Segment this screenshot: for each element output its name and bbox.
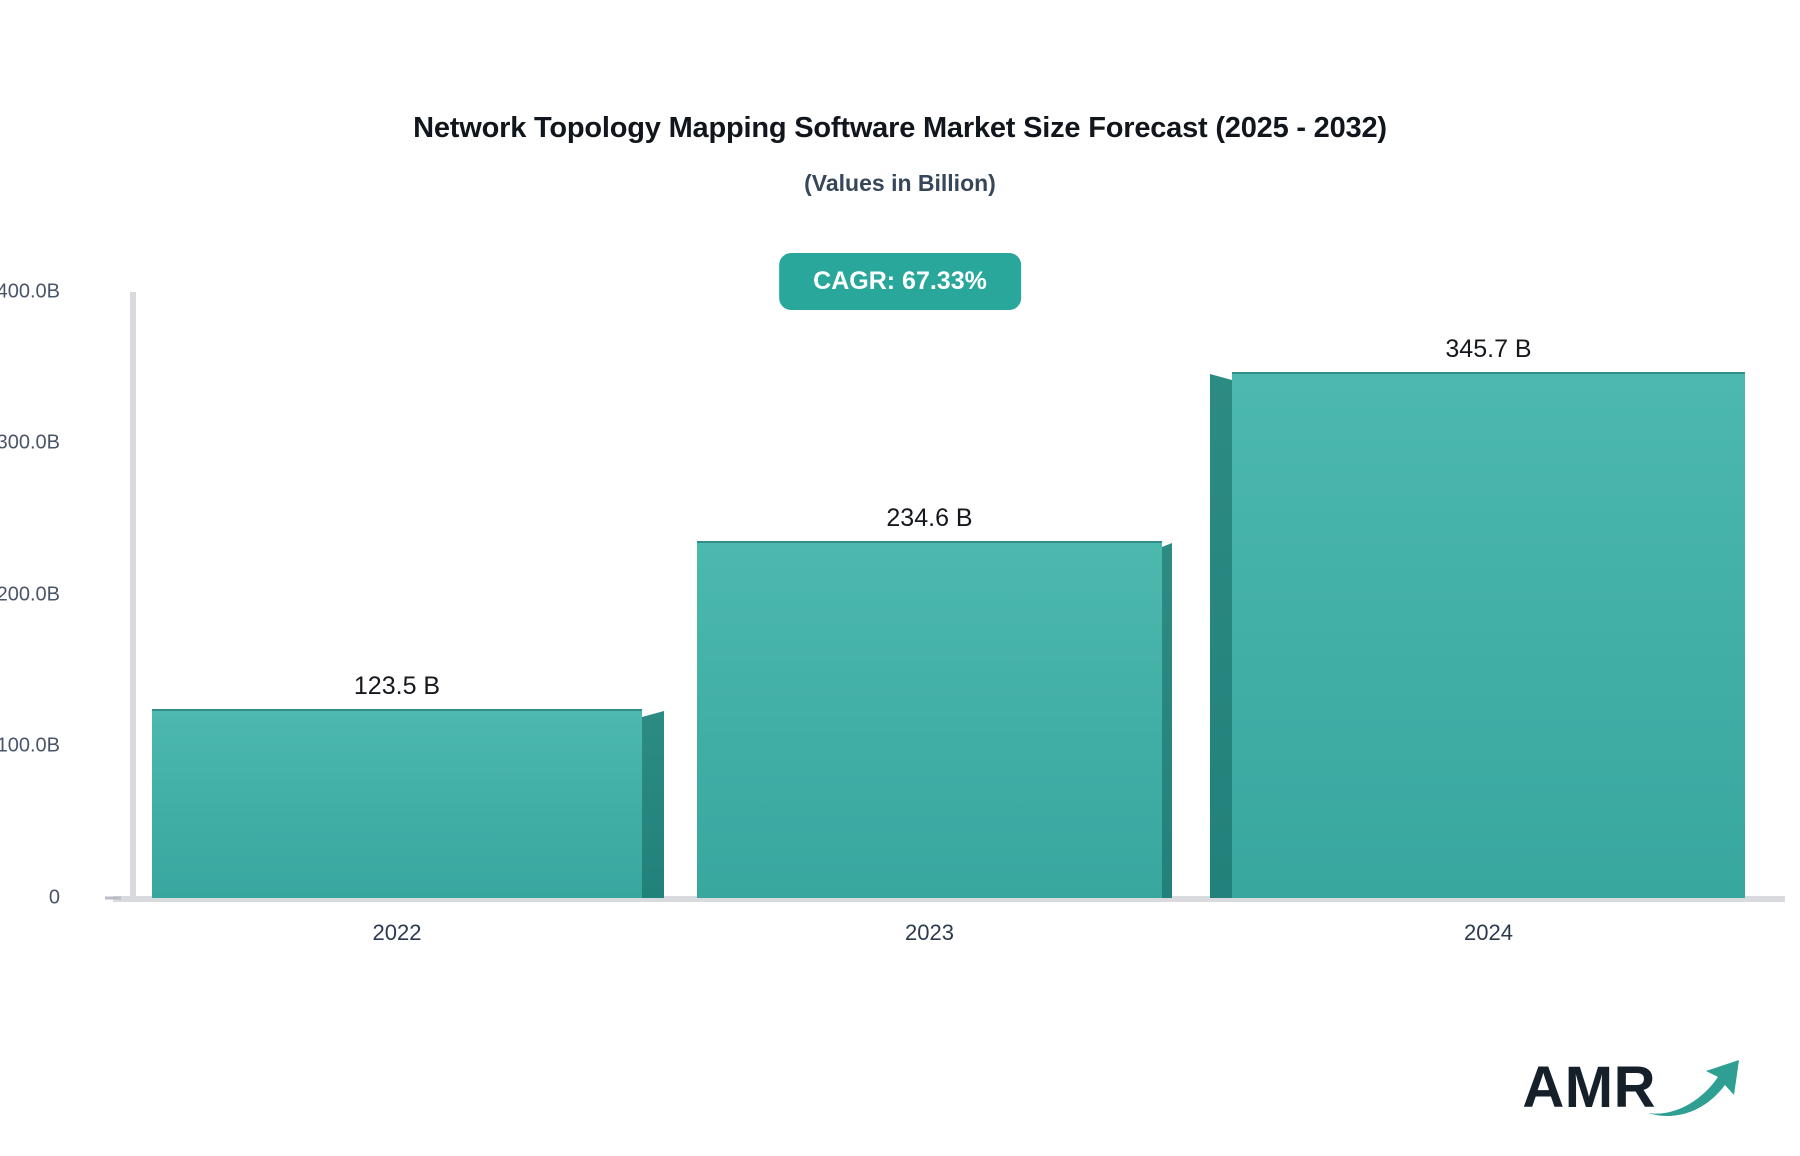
bar-2022[interactable] [152,709,642,898]
y-tick-dash-0 [105,896,121,900]
x-axis-label-2022: 2022 [372,920,422,945]
bar-group-2023: 234.6 B 2023 [697,0,1172,1156]
growth-arrow-icon [1646,1057,1742,1124]
chart-subtitle: (Values in Billion) [804,170,996,196]
bar-value-label-2024: 345.7 B [1445,335,1532,363]
amr-logo: AMR [1522,1051,1742,1124]
bar-2023[interactable] [697,541,1162,898]
bar-value-label-2023: 234.6 B [886,504,973,532]
y-axis-line [130,292,136,898]
x-axis-line [113,896,1785,902]
cagr-badge: CAGR: 67.33% [779,253,1021,310]
bar-2024-side-face [1210,374,1232,898]
bar-2022-side-face [642,711,664,898]
y-tick-label-0: 0 [48,886,60,909]
chart-title: Network Topology Mapping Software Market… [413,112,1387,144]
bar-2024[interactable] [1232,372,1745,898]
x-axis-label-2023: 2023 [905,920,954,945]
y-tick-label-300: 300.0B [0,431,60,454]
bar-2023-side-face [1162,543,1172,898]
x-axis-label-2024: 2024 [1464,920,1513,945]
bar-group-2022: 123.5 B 2022 [152,0,664,1156]
y-tick-label-200: 200.0B [0,583,60,606]
bar-group-2024: 345.7 B 2024 [1210,0,1745,1156]
y-tick-label-400: 400.0B [0,280,60,303]
amr-logo-text: AMR [1522,1054,1656,1120]
bar-value-label-2022: 123.5 B [353,672,441,700]
y-tick-label-100: 100.0B [0,734,60,757]
